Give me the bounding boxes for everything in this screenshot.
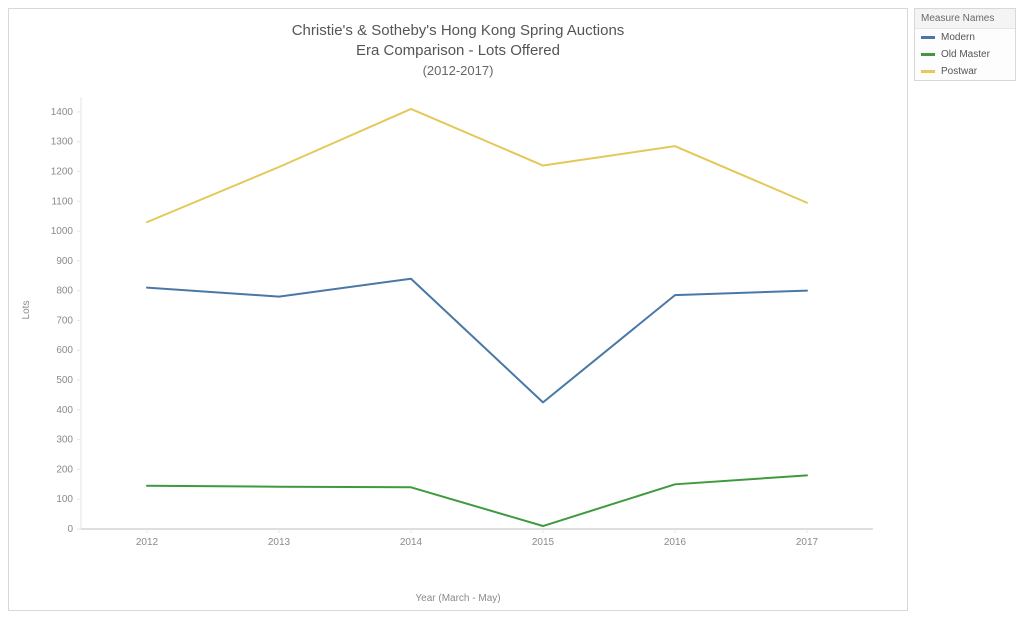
svg-text:2016: 2016 [664, 537, 687, 548]
svg-text:300: 300 [56, 435, 73, 446]
svg-text:400: 400 [56, 405, 73, 416]
legend-swatch [921, 70, 935, 73]
svg-text:500: 500 [56, 375, 73, 386]
legend-swatch [921, 36, 935, 39]
legend-label: Modern [941, 32, 975, 43]
series-line [147, 109, 807, 222]
legend-items: Modern Old Master Postwar [915, 29, 1015, 80]
chart-title-line2: Era Comparison - Lots Offered [9, 41, 907, 61]
legend-label: Postwar [941, 66, 977, 77]
y-axis-label: Lots [21, 300, 32, 319]
svg-text:0: 0 [67, 524, 73, 535]
page: Christie's & Sotheby's Hong Kong Spring … [0, 0, 1024, 619]
legend: Measure Names Modern Old Master Postwar [914, 8, 1016, 81]
x-axis-label: Year (March - May) [9, 593, 907, 604]
chart-titles: Christie's & Sotheby's Hong Kong Spring … [9, 9, 907, 79]
y-axis: 0 100 200 300 400 500 600 700 800 900 1000 1100 1200… [51, 107, 81, 535]
legend-item[interactable]: Old Master [915, 46, 1015, 63]
chart-frame: Christie's & Sotheby's Hong Kong Spring … [8, 8, 908, 611]
svg-text:2013: 2013 [268, 537, 291, 548]
svg-text:1400: 1400 [51, 107, 73, 118]
plot-area: 0 100 200 300 400 500 600 700 800 900 1000 1100 1200… [51, 91, 891, 561]
svg-text:2014: 2014 [400, 537, 423, 548]
chart-title-line1: Christie's & Sotheby's Hong Kong Spring … [9, 21, 907, 41]
series-line [147, 279, 807, 403]
svg-text:2012: 2012 [136, 537, 159, 548]
svg-text:800: 800 [56, 286, 73, 297]
svg-text:1200: 1200 [51, 166, 73, 177]
svg-text:200: 200 [56, 464, 73, 475]
svg-text:1100: 1100 [51, 196, 73, 207]
svg-text:2015: 2015 [532, 537, 555, 548]
series-line [147, 475, 807, 526]
chart-svg: 0 100 200 300 400 500 600 700 800 900 1000 1100 1200… [51, 91, 891, 561]
legend-item[interactable]: Modern [915, 29, 1015, 46]
svg-text:600: 600 [56, 345, 73, 356]
svg-text:700: 700 [56, 315, 73, 326]
chart-title-line3: (2012-2017) [9, 62, 907, 80]
legend-label: Old Master [941, 49, 990, 60]
legend-item[interactable]: Postwar [915, 63, 1015, 80]
x-axis: 2012 2013 2014 2015 2016 2017 [136, 529, 819, 548]
svg-text:1000: 1000 [51, 226, 73, 237]
legend-swatch [921, 53, 935, 56]
svg-text:2017: 2017 [796, 537, 819, 548]
legend-title: Measure Names [915, 9, 1015, 29]
svg-text:1300: 1300 [51, 137, 73, 148]
svg-text:100: 100 [56, 494, 73, 505]
svg-text:900: 900 [56, 256, 73, 267]
